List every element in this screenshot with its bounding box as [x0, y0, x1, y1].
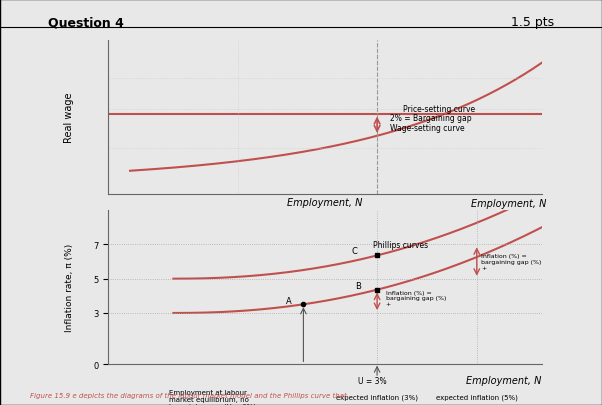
- Text: 2% = Bargaining gap: 2% = Bargaining gap: [390, 114, 472, 123]
- Text: Price-setting curve: Price-setting curve: [403, 104, 475, 113]
- Text: Employment, N: Employment, N: [471, 199, 546, 209]
- Text: Employment, N: Employment, N: [467, 375, 542, 385]
- Text: Real wage: Real wage: [64, 92, 74, 143]
- X-axis label: Employment, N: Employment, N: [287, 197, 363, 207]
- Text: A: A: [286, 296, 292, 305]
- Text: Phillips curves: Phillips curves: [373, 240, 428, 249]
- Text: Question 4: Question 4: [48, 16, 124, 29]
- Text: Inflation (%) =
bargaining gap (%)
+: Inflation (%) = bargaining gap (%) +: [386, 290, 446, 307]
- Text: Inflation rate, π (%): Inflation rate, π (%): [65, 243, 73, 332]
- Text: 1.5 pts: 1.5 pts: [510, 16, 554, 29]
- Text: Employment at labour
market equilibrium, no
bargaining gap (U = 6%): Employment at labour market equilibrium,…: [169, 389, 256, 405]
- Text: Figure 15.9 e depicts the diagrams of the labour market model and the Phillips c: Figure 15.9 e depicts the diagrams of th…: [30, 392, 347, 398]
- Text: U = 3%: U = 3%: [358, 376, 387, 385]
- Text: Wage-setting curve: Wage-setting curve: [390, 123, 465, 132]
- Text: expected inflation (3%): expected inflation (3%): [336, 394, 418, 400]
- Text: C: C: [351, 246, 357, 255]
- Text: expected inflation (5%): expected inflation (5%): [436, 394, 518, 400]
- Text: Inflation (%) =
bargaining gap (%)
+: Inflation (%) = bargaining gap (%) +: [481, 254, 541, 270]
- Text: B: B: [355, 281, 361, 290]
